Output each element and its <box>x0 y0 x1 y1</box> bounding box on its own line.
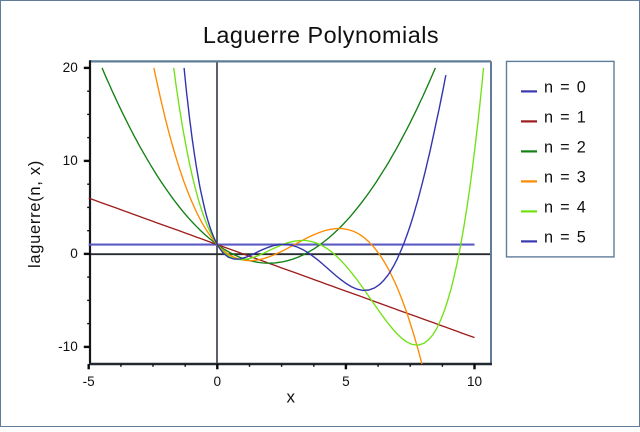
svg-text:x: x <box>287 388 296 407</box>
svg-text:n = 0: n = 0 <box>544 78 587 96</box>
svg-text:Laguerre Polynomials: Laguerre Polynomials <box>203 22 439 48</box>
svg-text:n = 4: n = 4 <box>544 198 587 216</box>
svg-text:-10: -10 <box>58 339 78 354</box>
svg-text:5: 5 <box>342 374 350 389</box>
svg-text:-5: -5 <box>83 374 95 389</box>
svg-text:0: 0 <box>70 246 78 261</box>
svg-text:10: 10 <box>467 374 483 389</box>
svg-text:20: 20 <box>63 60 79 75</box>
svg-text:n = 2: n = 2 <box>544 138 587 156</box>
svg-text:10: 10 <box>63 153 79 168</box>
svg-text:0: 0 <box>214 374 222 389</box>
svg-text:n = 5: n = 5 <box>544 228 587 246</box>
svg-text:n = 3: n = 3 <box>544 168 587 186</box>
svg-text:n = 1: n = 1 <box>544 108 587 126</box>
svg-text:laguerre(n, x): laguerre(n, x) <box>26 160 44 268</box>
